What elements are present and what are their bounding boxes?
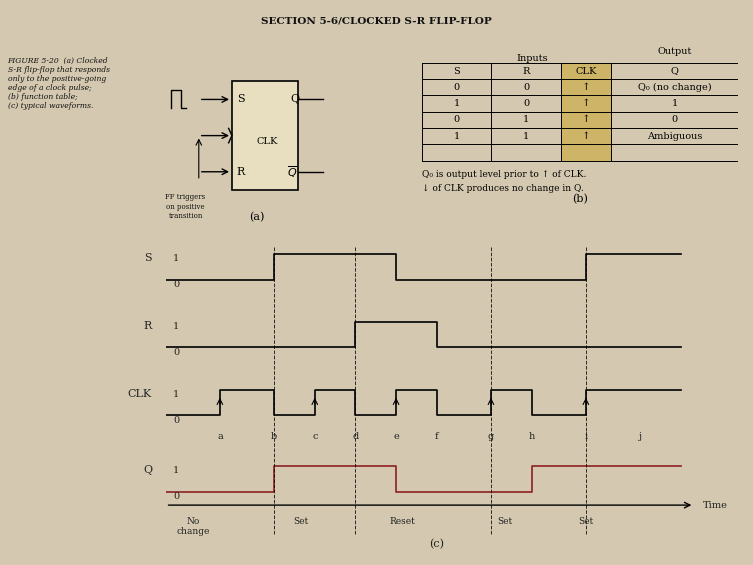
Text: i: i: [584, 432, 587, 441]
Text: Inputs: Inputs: [517, 54, 548, 63]
Text: 0: 0: [173, 280, 179, 289]
Text: 1: 1: [173, 322, 179, 331]
Text: Set: Set: [497, 517, 512, 526]
Text: j: j: [639, 432, 642, 441]
Text: 0: 0: [453, 115, 459, 124]
Text: 0: 0: [523, 83, 529, 92]
Text: FIGURE 5-20  (a) Clocked
S-R flip-flop that responds
only to the positive-going
: FIGURE 5-20 (a) Clocked S-R flip-flop th…: [8, 56, 109, 111]
Text: c: c: [312, 432, 318, 441]
Text: (c): (c): [429, 539, 444, 549]
Bar: [561, 63, 611, 160]
Text: d: d: [352, 432, 358, 441]
Text: R: R: [523, 67, 529, 76]
Text: ↓ of CLK produces no change in Q.: ↓ of CLK produces no change in Q.: [422, 184, 584, 193]
Text: a: a: [217, 432, 223, 441]
Text: 1: 1: [173, 390, 179, 398]
Text: 1: 1: [173, 466, 179, 475]
Text: Q: Q: [671, 67, 678, 76]
Text: 0: 0: [672, 115, 678, 124]
Text: R: R: [237, 167, 245, 177]
Text: S: S: [145, 254, 152, 263]
Text: 0: 0: [173, 348, 179, 357]
Text: ↑: ↑: [582, 99, 590, 108]
Text: 0: 0: [173, 492, 179, 501]
Text: Set: Set: [294, 517, 309, 526]
Text: (b): (b): [572, 194, 588, 205]
Text: S: S: [237, 94, 245, 105]
Text: SECTION 5-6/CLOCKED S-R FLIP-FLOP: SECTION 5-6/CLOCKED S-R FLIP-FLOP: [261, 17, 492, 26]
Text: No
change: No change: [176, 517, 209, 536]
Text: b: b: [271, 432, 277, 441]
Text: Ambiguous: Ambiguous: [647, 132, 703, 141]
Text: ↑: ↑: [582, 132, 590, 141]
Text: f: f: [435, 432, 438, 441]
Text: Time: Time: [703, 501, 727, 510]
Text: g: g: [488, 432, 494, 441]
Text: R: R: [144, 321, 152, 331]
Text: 1: 1: [523, 115, 529, 124]
Text: 1: 1: [453, 99, 459, 108]
Text: ↑: ↑: [582, 83, 590, 92]
Text: Reset: Reset: [390, 517, 416, 526]
Text: 1: 1: [173, 254, 179, 263]
Text: Q: Q: [290, 94, 299, 105]
Text: 0: 0: [453, 83, 459, 92]
Text: e: e: [393, 432, 399, 441]
Text: Q: Q: [143, 466, 152, 475]
Text: CLK: CLK: [575, 67, 597, 76]
Text: 0: 0: [523, 99, 529, 108]
Text: 1: 1: [453, 132, 459, 141]
Text: Output: Output: [657, 46, 692, 55]
Text: CLK: CLK: [128, 389, 152, 399]
Text: h: h: [529, 432, 535, 441]
Text: FF triggers
on positive
transition: FF triggers on positive transition: [166, 193, 206, 220]
Text: $\overline{Q}$: $\overline{Q}$: [287, 164, 297, 180]
Text: Q₀ (no change): Q₀ (no change): [638, 82, 712, 92]
Text: 0: 0: [173, 416, 179, 425]
Text: ↑: ↑: [582, 115, 590, 124]
Text: Set: Set: [578, 517, 593, 526]
Text: (a): (a): [249, 212, 264, 222]
Text: S: S: [453, 67, 460, 76]
Bar: [232, 81, 298, 190]
Text: 1: 1: [523, 132, 529, 141]
Text: CLK: CLK: [257, 137, 278, 146]
Text: 1: 1: [672, 99, 678, 108]
Text: Q₀ is output level prior to ↑ of CLK.: Q₀ is output level prior to ↑ of CLK.: [422, 170, 586, 179]
